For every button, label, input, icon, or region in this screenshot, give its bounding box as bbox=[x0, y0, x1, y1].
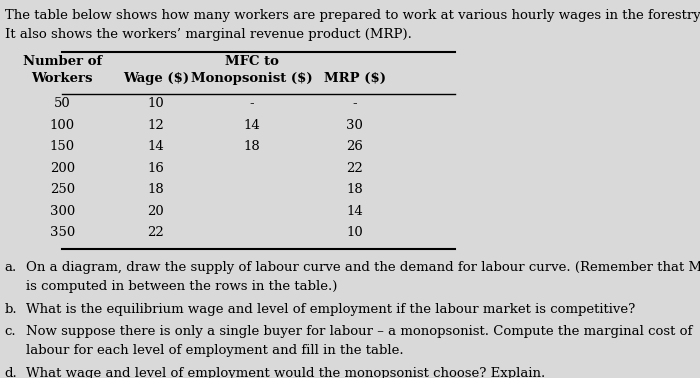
Text: Workers: Workers bbox=[32, 72, 93, 85]
Text: a.: a. bbox=[5, 261, 17, 274]
Text: 14: 14 bbox=[243, 119, 260, 132]
Text: d.: d. bbox=[5, 367, 18, 378]
Text: MRP ($): MRP ($) bbox=[323, 72, 386, 85]
Text: 10: 10 bbox=[346, 226, 363, 239]
Text: Monopsonist ($): Monopsonist ($) bbox=[190, 72, 312, 85]
Text: 18: 18 bbox=[243, 140, 260, 153]
Text: What wage and level of employment would the monopsonist choose? Explain.: What wage and level of employment would … bbox=[27, 367, 545, 378]
Text: MFC to: MFC to bbox=[225, 55, 279, 68]
Text: What is the equilibrium wage and level of employment if the labour market is com: What is the equilibrium wage and level o… bbox=[27, 302, 636, 316]
Text: 50: 50 bbox=[54, 97, 71, 110]
Text: 150: 150 bbox=[50, 140, 75, 153]
Text: Wage ($): Wage ($) bbox=[122, 72, 189, 85]
Text: Number of: Number of bbox=[22, 55, 102, 68]
Text: 18: 18 bbox=[346, 183, 363, 196]
Text: 10: 10 bbox=[147, 97, 164, 110]
Text: 20: 20 bbox=[147, 205, 164, 218]
Text: It also shows the workers’ marginal revenue product (MRP).: It also shows the workers’ marginal reve… bbox=[5, 28, 412, 42]
Text: 22: 22 bbox=[346, 162, 363, 175]
Text: 14: 14 bbox=[147, 140, 164, 153]
Text: 16: 16 bbox=[147, 162, 164, 175]
Text: 12: 12 bbox=[147, 119, 164, 132]
Text: c.: c. bbox=[5, 325, 16, 338]
Text: labour for each level of employment and fill in the table.: labour for each level of employment and … bbox=[27, 344, 404, 357]
Text: 26: 26 bbox=[346, 140, 363, 153]
Text: 14: 14 bbox=[346, 205, 363, 218]
Text: The table below shows how many workers are prepared to work at various hourly wa: The table below shows how many workers a… bbox=[5, 9, 700, 22]
Text: -: - bbox=[352, 97, 357, 110]
Text: Now suppose there is only a single buyer for labour – a monopsonist. Compute the: Now suppose there is only a single buyer… bbox=[27, 325, 693, 338]
Text: On a diagram, draw the supply of labour curve and the demand for labour curve. (: On a diagram, draw the supply of labour … bbox=[27, 261, 700, 274]
Text: 100: 100 bbox=[50, 119, 75, 132]
Text: 300: 300 bbox=[50, 205, 75, 218]
Text: 200: 200 bbox=[50, 162, 75, 175]
Text: -: - bbox=[249, 97, 254, 110]
Text: 18: 18 bbox=[147, 183, 164, 196]
Text: b.: b. bbox=[5, 302, 18, 316]
Text: 350: 350 bbox=[50, 226, 75, 239]
Text: 22: 22 bbox=[147, 226, 164, 239]
Text: 250: 250 bbox=[50, 183, 75, 196]
Text: 30: 30 bbox=[346, 119, 363, 132]
Text: is computed in between the rows in the table.): is computed in between the rows in the t… bbox=[27, 280, 337, 293]
